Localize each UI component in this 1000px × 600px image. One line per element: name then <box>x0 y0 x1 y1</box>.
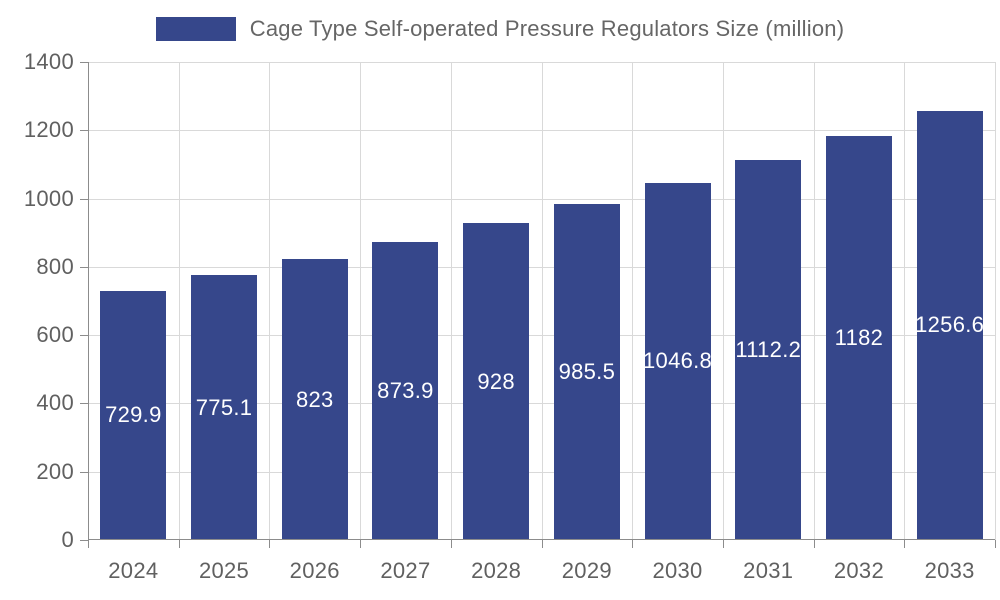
x-tick-mark <box>722 540 724 548</box>
bar-value-label: 729.9 <box>105 402 162 428</box>
y-tick-mark <box>80 62 88 63</box>
bar <box>825 136 892 540</box>
x-tick-mark <box>88 540 89 548</box>
bar-value-label: 928 <box>477 368 515 394</box>
bar-value-label: 823 <box>295 386 334 412</box>
y-tick-mark <box>80 266 88 268</box>
gridline-vertical <box>178 62 180 540</box>
plot-area: 729.9 775.1 823 873.9 928 985.5 1046.8 1112.2 11… <box>88 62 996 540</box>
x-axis-tick-label: 2031 <box>743 558 794 583</box>
y-axis-tick-label: 400 <box>36 390 74 416</box>
legend-item[interactable]: Cage Type Self-operated Pressure Regulat… <box>155 16 845 42</box>
gridline-vertical <box>632 62 634 540</box>
gridline-vertical <box>904 62 906 540</box>
y-tick-mark <box>80 540 88 541</box>
x-axis-tick-label: 2030 <box>652 558 703 583</box>
x-tick-mark <box>360 540 362 548</box>
bar-value-label: 1046.8 <box>643 348 713 374</box>
bar <box>916 110 983 540</box>
bar-value-label: 985.5 <box>558 358 616 384</box>
y-tick-mark <box>80 403 88 405</box>
bar <box>463 223 530 540</box>
x-tick-mark <box>178 540 180 548</box>
gridline-vertical <box>995 62 996 540</box>
x-tick-mark <box>541 540 543 548</box>
y-axis-tick-label: 200 <box>36 458 74 484</box>
bar-value-label: 1256.6 <box>915 312 985 338</box>
x-axis-tick-label: 2033 <box>924 558 975 583</box>
y-axis-line <box>88 62 89 540</box>
y-tick-mark <box>80 335 88 337</box>
y-axis-tick-label: 800 <box>36 253 74 279</box>
x-axis-tick-label: 2029 <box>561 558 612 583</box>
bar <box>191 275 258 540</box>
x-tick-mark <box>904 540 906 548</box>
gridline-vertical <box>269 62 271 540</box>
x-axis-tick-label: 2032 <box>833 558 885 583</box>
chart-title: Cage Type Self-operated Pressure Regulat… <box>249 16 845 41</box>
bar-value-label: 1182 <box>834 325 884 351</box>
gridline-vertical <box>722 62 724 540</box>
y-axis-tick-label: 1400 <box>23 49 74 74</box>
bar-value-label: 1112.2 <box>735 337 802 363</box>
y-tick-mark <box>80 471 88 473</box>
x-tick-mark <box>450 540 452 548</box>
gridline-vertical <box>813 62 815 540</box>
x-axis-line <box>88 539 995 540</box>
bar <box>553 203 620 540</box>
x-axis-tick-label: 2024 <box>108 558 159 583</box>
y-tick-mark <box>80 198 88 200</box>
x-axis-tick-label: 2027 <box>380 558 431 583</box>
bar-value-label: 873.9 <box>377 377 434 403</box>
y-axis-tick-label: 0 <box>61 527 74 552</box>
gridline-vertical <box>450 62 452 540</box>
y-tick-mark <box>80 130 88 132</box>
y-axis-tick-label: 1200 <box>23 117 74 143</box>
bar-value-label: 775.1 <box>195 394 253 420</box>
gridline-vertical <box>541 62 543 540</box>
x-tick-mark <box>995 540 996 548</box>
x-tick-mark <box>813 540 815 548</box>
x-axis-tick-label: 2028 <box>471 558 522 583</box>
y-axis-tick-label: 600 <box>36 322 74 348</box>
bar <box>281 259 348 540</box>
bar <box>644 182 711 540</box>
x-tick-mark <box>632 540 634 548</box>
legend-swatch <box>155 17 236 41</box>
x-axis-tick-label: 2025 <box>198 558 250 583</box>
bar <box>372 241 439 540</box>
y-axis-tick-label: 1000 <box>23 185 74 211</box>
legend: Cage Type Self-operated Pressure Regulat… <box>0 16 1000 42</box>
bar <box>100 290 167 540</box>
x-tick-mark <box>269 540 271 548</box>
x-axis-tick-label: 2026 <box>289 558 340 583</box>
bar <box>735 160 802 540</box>
gridline-vertical <box>360 62 362 540</box>
